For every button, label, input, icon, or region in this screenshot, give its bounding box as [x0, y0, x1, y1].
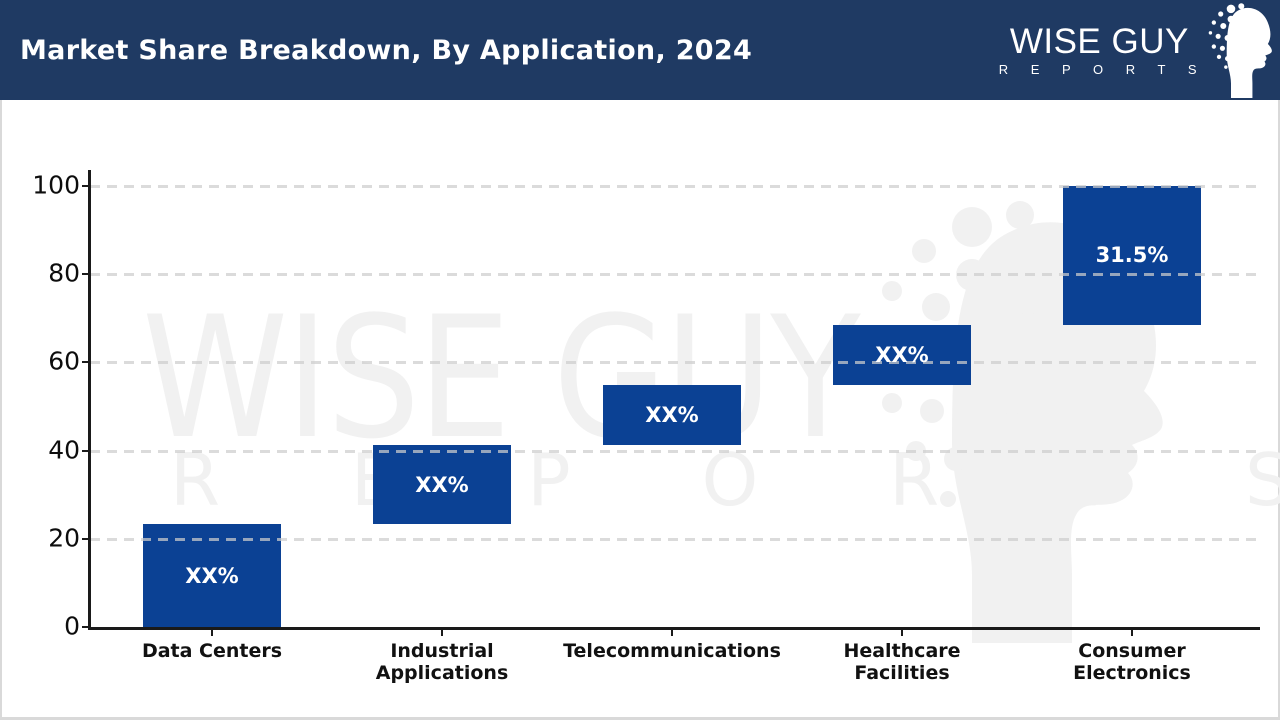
y-tick-label: 80 — [48, 258, 80, 288]
gridline-40 — [90, 449, 1257, 453]
bar-healthcare-facilities — [833, 324, 971, 385]
bar-consumer-electronics — [1063, 186, 1201, 325]
y-tick-mark — [82, 537, 90, 540]
x-tick-label: Data Centers — [141, 640, 283, 662]
x-tick-mark — [901, 629, 903, 636]
bar-value-label: 31.5% — [1095, 243, 1169, 268]
bar-value-label: XX% — [645, 403, 699, 428]
y-tick-mark — [82, 449, 90, 452]
x-tick-mark — [441, 629, 443, 636]
gridline-60 — [90, 361, 1257, 365]
bar-telecommunications — [603, 384, 741, 446]
logo-wordmark: WISE GUY — [1009, 22, 1189, 61]
chart-body: WISE GUY R E P O R T S 0 20 40 60 80 100 XX% Da… — [0, 100, 1280, 720]
y-tick-mark — [82, 626, 90, 628]
x-tick-mark — [1131, 629, 1133, 636]
y-tick-label: 40 — [48, 434, 80, 464]
logo-subtitle: R E P O R T S — [998, 62, 1206, 77]
wise-guy-logo: WISE GUY R E P O R T S — [993, 2, 1274, 98]
x-tick-label: Telecommunications — [563, 640, 781, 662]
x-tick-mark — [211, 629, 213, 636]
bar-value-label: XX% — [185, 563, 239, 588]
wise-guy-head-icon — [1208, 3, 1272, 98]
x-tick-label: Industrial Applications — [375, 640, 509, 684]
bar-value-label: XX% — [875, 342, 929, 367]
y-tick-mark — [82, 361, 90, 364]
x-axis-line — [88, 627, 1260, 630]
y-axis-line — [88, 170, 91, 630]
x-tick-mark — [671, 629, 673, 636]
x-tick-label: Consumer Electronics — [1073, 640, 1191, 684]
y-tick-label: 100 — [32, 170, 80, 200]
x-tick-label: Healthcare Facilities — [843, 640, 961, 684]
y-tick-mark — [82, 273, 90, 276]
y-tick-mark — [82, 185, 90, 187]
gridline-80 — [90, 273, 1257, 277]
gridline-20 — [90, 537, 1257, 541]
chart-title: Market Share Breakdown, By Application, … — [20, 34, 753, 66]
bar-value-label: XX% — [415, 472, 469, 497]
logo-wordmark-block: WISE GUY R E P O R T S — [993, 24, 1206, 76]
header: Market Share Breakdown, By Application, … — [0, 0, 1280, 100]
bar-data-centers — [143, 524, 281, 627]
y-tick-label: 0 — [64, 611, 80, 641]
y-tick-label: 60 — [48, 346, 80, 376]
y-tick-label: 20 — [48, 523, 80, 553]
gridline-100 — [90, 185, 1257, 188]
bar-industrial-applications — [373, 445, 511, 525]
chart-plot-area: WISE GUY R E P O R T S 0 20 40 60 80 100 XX% Da… — [2, 100, 1280, 720]
